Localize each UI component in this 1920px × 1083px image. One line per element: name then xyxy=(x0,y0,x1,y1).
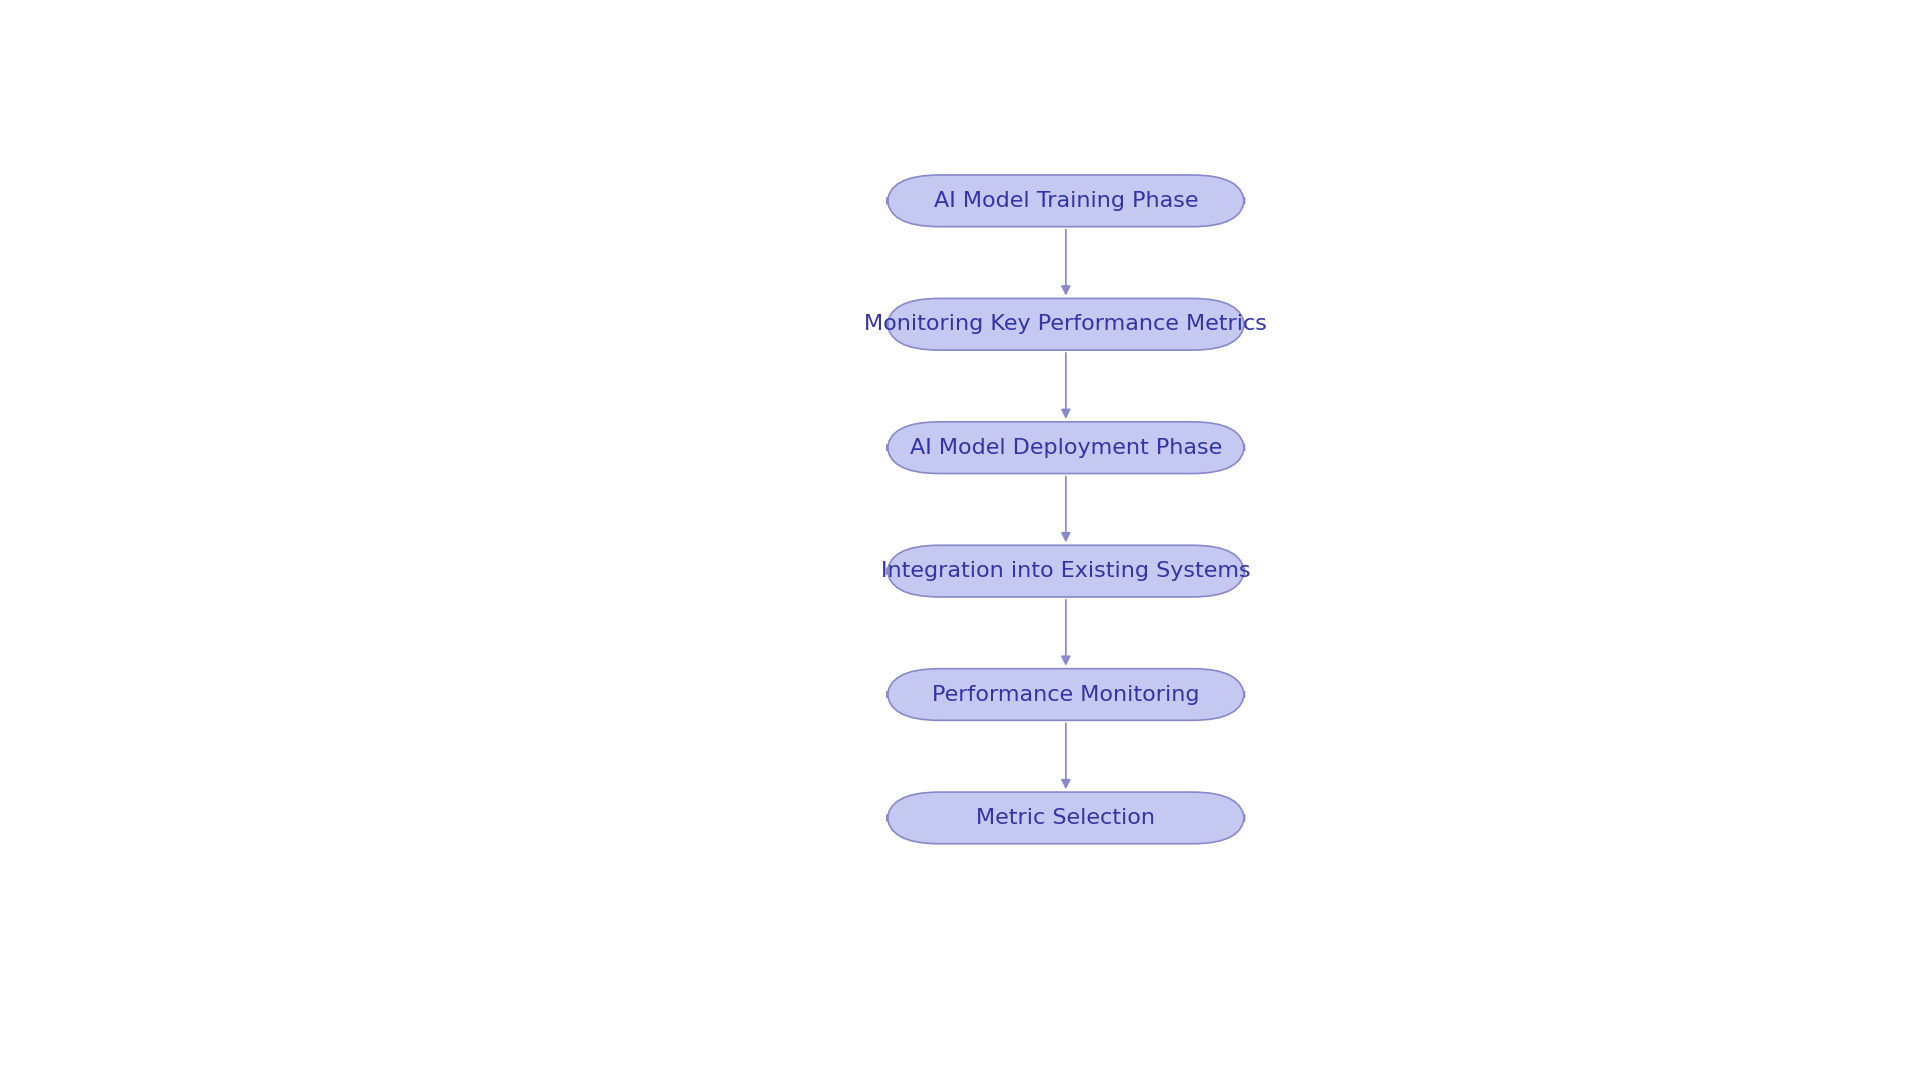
Text: AI Model Deployment Phase: AI Model Deployment Phase xyxy=(910,438,1221,458)
Text: Integration into Existing Systems: Integration into Existing Systems xyxy=(881,561,1250,582)
Text: Performance Monitoring: Performance Monitoring xyxy=(931,684,1200,705)
FancyBboxPatch shape xyxy=(887,545,1244,597)
Text: Metric Selection: Metric Selection xyxy=(977,808,1156,827)
FancyBboxPatch shape xyxy=(887,175,1244,226)
Text: Monitoring Key Performance Metrics: Monitoring Key Performance Metrics xyxy=(864,314,1267,335)
FancyBboxPatch shape xyxy=(887,792,1244,844)
FancyBboxPatch shape xyxy=(887,422,1244,473)
Text: AI Model Training Phase: AI Model Training Phase xyxy=(933,191,1198,211)
FancyBboxPatch shape xyxy=(887,299,1244,350)
FancyBboxPatch shape xyxy=(887,668,1244,720)
